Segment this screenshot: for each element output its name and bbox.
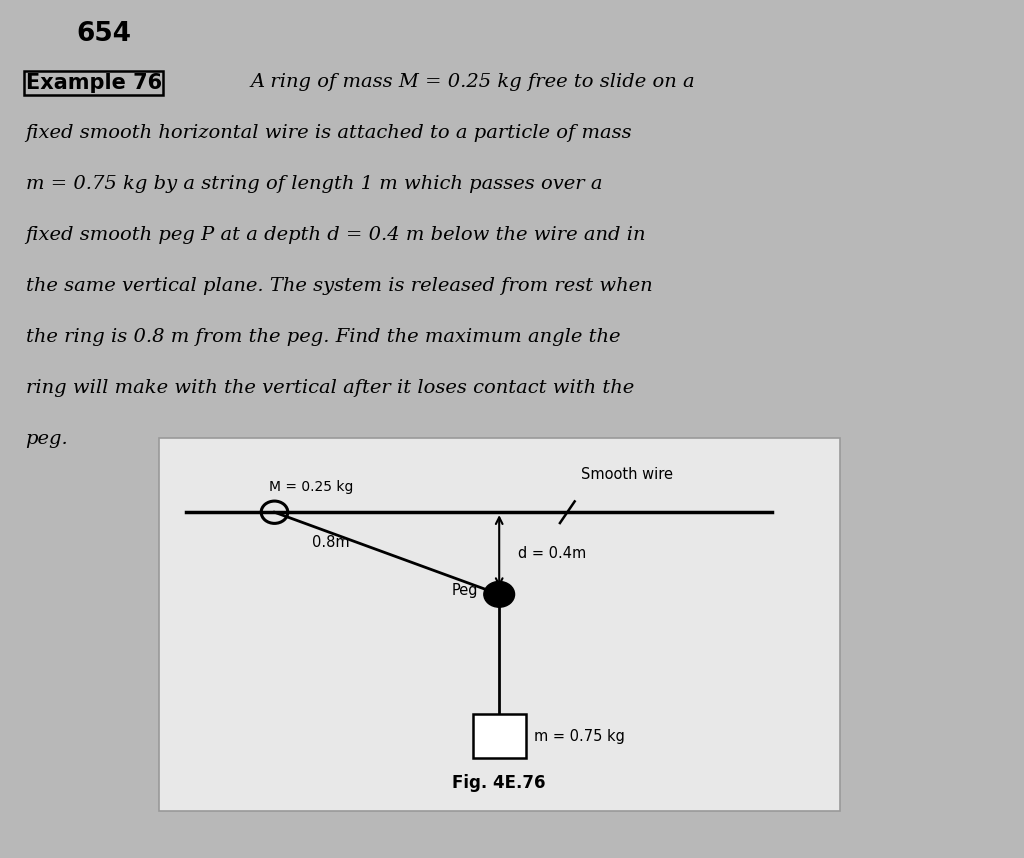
Text: Example 76: Example 76 xyxy=(26,73,162,93)
Text: Smooth wire: Smooth wire xyxy=(581,468,673,482)
Text: A ring of mass M = 0.25 kg free to slide on a: A ring of mass M = 0.25 kg free to slide… xyxy=(251,73,695,91)
Text: M = 0.25 kg: M = 0.25 kg xyxy=(269,480,353,494)
Text: d = 0.4m: d = 0.4m xyxy=(518,546,586,561)
Text: 654: 654 xyxy=(77,21,132,47)
Text: the ring is 0.8 m from the peg. Find the maximum angle the: the ring is 0.8 m from the peg. Find the… xyxy=(26,328,621,346)
Text: fixed smooth peg P at a depth d = 0.4 m below the wire and in: fixed smooth peg P at a depth d = 0.4 m … xyxy=(26,226,646,244)
Text: the same vertical plane. The system is released from rest when: the same vertical plane. The system is r… xyxy=(26,277,652,295)
Bar xyxy=(473,714,526,758)
Bar xyxy=(159,438,840,811)
Text: peg.: peg. xyxy=(26,431,69,448)
Text: Peg: Peg xyxy=(452,583,477,598)
Circle shape xyxy=(484,582,515,607)
Text: 0.8m: 0.8m xyxy=(311,535,349,551)
Text: m = 0.75 kg: m = 0.75 kg xyxy=(535,728,625,744)
Text: fixed smooth horizontal wire is attached to a particle of mass: fixed smooth horizontal wire is attached… xyxy=(26,124,632,142)
Text: Fig. 4E.76: Fig. 4E.76 xyxy=(453,774,546,792)
Text: ring will make with the vertical after it loses contact with the: ring will make with the vertical after i… xyxy=(26,379,634,397)
Text: m = 0.75 kg by a string of length 1 m which passes over a: m = 0.75 kg by a string of length 1 m wh… xyxy=(26,175,602,193)
